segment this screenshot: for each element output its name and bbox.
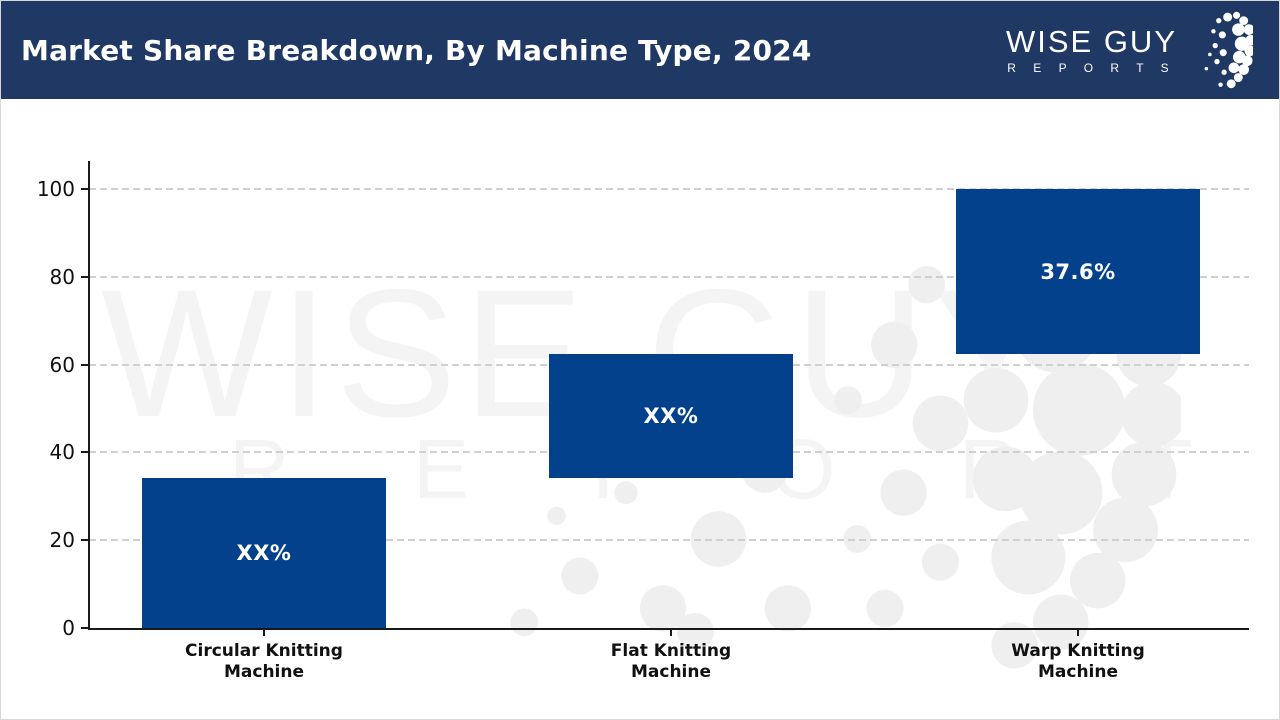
x-category-label-warp-knitting-machine: Warp Knitting Machine (1011, 641, 1145, 682)
bar-value-label: 37.6% (1040, 259, 1116, 284)
bar-warp-knitting-machine: 37.6% (956, 189, 1200, 355)
chart-title: Market Share Breakdown, By Machine Type,… (21, 33, 812, 67)
y-tick-label: 40 (49, 440, 75, 465)
y-tick-mark (81, 539, 89, 542)
x-tick-mark (670, 630, 672, 636)
y-tick-label: 0 (62, 616, 75, 640)
y-tick-mark (81, 451, 89, 454)
y-tick-label: 100 (36, 177, 75, 201)
x-tick-mark (1077, 630, 1079, 636)
y-tick-label: 20 (49, 528, 75, 553)
gridline-20 (89, 539, 1249, 542)
x-category-label-flat-knitting-machine: Flat Knitting Machine (610, 641, 732, 682)
bar-circular-knitting-machine: XX% (142, 477, 386, 628)
chart-area: WISE GUY R E P O R T S 020406080100XX%Ci… (1, 99, 1279, 719)
bar-flat-knitting-machine: XX% (549, 354, 793, 478)
logo-name: WISE GUY (1005, 23, 1177, 59)
y-tick-mark (81, 627, 89, 629)
y-tick-mark (81, 363, 89, 366)
logo-wordmark: WISE GUY R E P O R T S (1006, 26, 1177, 75)
gridline-100 (89, 188, 1249, 190)
logo-head-icon (1204, 11, 1253, 89)
bar-value-label: XX% (236, 540, 292, 565)
wise-guy-reports-logo: WISE GUY R E P O R T S (1006, 10, 1253, 90)
x-category-label-circular-knitting-machine: Circular Knitting Machine (185, 641, 343, 682)
x-tick-mark (263, 630, 265, 636)
y-tick-mark (81, 275, 89, 278)
y-axis (88, 161, 90, 630)
y-tick-label: 80 (49, 264, 75, 289)
header-bar: Market Share Breakdown, By Machine Type,… (1, 1, 1279, 99)
y-tick-mark (81, 188, 89, 190)
bar-value-label: XX% (643, 403, 699, 428)
logo-subtitle: R E P O R T S (1007, 60, 1176, 75)
y-tick-label: 60 (49, 352, 75, 377)
plot: 0 20 40 60 80 100 XX% Circular Knitting Machine… (1, 99, 1279, 719)
gridline-80 (89, 275, 1249, 278)
